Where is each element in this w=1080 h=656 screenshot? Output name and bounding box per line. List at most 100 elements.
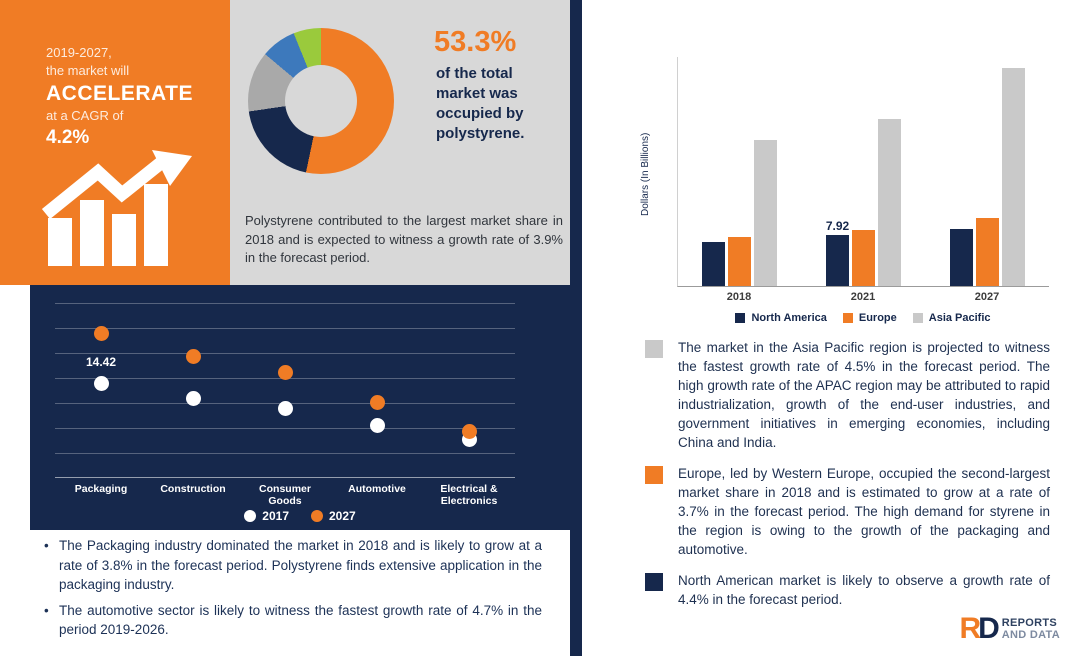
- bar-wrap: [949, 57, 973, 286]
- bar-europe-2021: [852, 230, 876, 286]
- dot-2017-1: [185, 391, 201, 407]
- dot-2027-4: [461, 423, 477, 439]
- cagr-text-block: 2019-2027, the market will ACCELERATE at…: [46, 44, 193, 149]
- bar-wrap: [702, 57, 726, 286]
- dot-2017-2: [277, 400, 293, 416]
- dot-2017-0: [93, 375, 109, 391]
- dot-2027-3: [369, 394, 385, 410]
- dot-legend-item: 2027: [311, 509, 356, 523]
- bar-wrap: [975, 57, 999, 286]
- gridline: [55, 328, 515, 329]
- bar-group-2027: [949, 57, 1025, 286]
- bar-north-america-2027: [949, 228, 973, 286]
- logo-name: REPORTS AND DATA: [1002, 617, 1060, 641]
- bar-legend-item: North America: [735, 312, 827, 324]
- industry-note-packaging: The Packaging industry dominated the mar…: [44, 536, 542, 595]
- dot-legend-item: 2017: [244, 509, 289, 523]
- bar-category-label: 2021: [850, 291, 876, 303]
- bar-category-label: 2027: [974, 291, 1000, 303]
- bar-category-label: 2018: [726, 291, 752, 303]
- vertical-divider: [570, 0, 582, 656]
- legend-label: 2017: [262, 509, 289, 523]
- legend-label: 2027: [329, 509, 356, 523]
- cagr-period: 2019-2027,: [46, 45, 112, 60]
- bar-legend: North America Europe Asia Pacific: [677, 312, 1049, 324]
- growth-arrow-icon: [41, 150, 192, 266]
- dot-category-label: Packaging: [74, 483, 128, 495]
- bar-legend-item: Europe: [842, 312, 897, 324]
- bar-europe-2027: [975, 218, 999, 286]
- asia-pacific-bullet-square: [645, 340, 663, 358]
- dot-category-label: Consumer Goods: [259, 483, 311, 507]
- gridline: [55, 428, 515, 429]
- industry-dot-chart-panel: 14.42 Packaging Construction Consumer Good…: [30, 285, 570, 530]
- north-america-note-text: North American market is likely to obser…: [678, 573, 1050, 607]
- europe-bullet-square: [645, 466, 663, 484]
- regional-panel: Dollars (In Billions) 7.92 2018 2021 2027 …: [582, 0, 1080, 656]
- bar-cat-labels: 2018 2021 2027: [677, 291, 1049, 303]
- cagr-value: 4.2%: [46, 127, 90, 148]
- legend-label: Asia Pacific: [928, 312, 991, 324]
- bar-north-america-2021: [825, 235, 849, 286]
- legend-label: North America: [751, 312, 827, 324]
- reports-and-data-logo: RD REPORTS AND DATA: [959, 614, 1060, 644]
- bar-wrap: [728, 57, 752, 286]
- bar-wrap: [1001, 57, 1025, 286]
- logo-name-line2: AND DATA: [1001, 629, 1060, 641]
- bar-wrap: 7.92: [826, 57, 849, 286]
- bar-chart-y-axis-label: Dollars (In Billions): [640, 132, 651, 216]
- bar-group-2018: [702, 57, 778, 286]
- donut-chart: [248, 28, 394, 174]
- bar-legend-item: Asia Pacific: [912, 312, 991, 324]
- logo-mark: RD: [959, 612, 1000, 645]
- dot-2027-2: [277, 364, 293, 380]
- europe-note: Europe, led by Western Europe, occupied …: [645, 464, 1050, 559]
- legend-swatch: [842, 313, 853, 323]
- legend-swatch: [735, 313, 746, 323]
- polystyrene-share-stat: 53.3%: [434, 26, 517, 58]
- cagr-line2: the market will: [46, 63, 130, 78]
- dot-category-label: Construction: [160, 483, 226, 495]
- dot-2027-0: [93, 325, 109, 341]
- cagr-panel: 2019-2027, the market will ACCELERATE at…: [0, 0, 230, 285]
- dot-cat-labels: Packaging Construction Consumer Goods Autom…: [55, 483, 515, 507]
- dot-category-label: Automotive: [348, 483, 406, 495]
- polystyrene-share-caption: of the total market was occupied by poly…: [436, 65, 525, 142]
- dot-plot: 14.42: [55, 303, 515, 454]
- bar-asia-pacific-2018: [754, 140, 778, 286]
- legend-swatch: [912, 313, 923, 323]
- dot-chart-axis-line: [55, 477, 515, 478]
- accelerate-headline: ACCELERATE: [46, 82, 193, 105]
- bar-groups: 7.92: [677, 57, 1049, 287]
- europe-note-text: Europe, led by Western Europe, occupied …: [678, 466, 1050, 557]
- asia-pacific-note: The market in the Asia Pacific region is…: [645, 338, 1050, 452]
- dot-legend: 2017 2027: [30, 509, 570, 523]
- dot-2017-3: [369, 418, 385, 434]
- logo-letter-d: D: [978, 612, 1000, 645]
- cagr-line4: at a CAGR of: [46, 108, 124, 123]
- gridline: [55, 453, 515, 454]
- legend-swatch: [244, 510, 257, 522]
- north-america-bullet-square: [645, 573, 663, 591]
- gridline: [55, 303, 515, 304]
- polystyrene-note: Polystyrene contributed to the largest m…: [245, 213, 563, 265]
- bar-data-label: 7.92: [825, 219, 850, 234]
- bar-group-2021: 7.92: [826, 57, 902, 286]
- north-america-note: North American market is likely to obser…: [645, 571, 1050, 609]
- bar-wrap: [754, 57, 778, 286]
- dot-category-label: Electrical & Electronics: [440, 483, 498, 507]
- asia-pacific-note-text: The market in the Asia Pacific region is…: [678, 340, 1050, 450]
- logo-name-line1: REPORTS: [1001, 617, 1058, 629]
- bar-asia-pacific-2027: [1001, 67, 1025, 286]
- industry-notes: The Packaging industry dominated the mar…: [44, 536, 542, 646]
- logo-letter-r: R: [959, 612, 981, 645]
- bar-europe-2018: [728, 236, 752, 286]
- dot-2027-1: [185, 348, 201, 364]
- bar-asia-pacific-2021: [878, 118, 902, 286]
- industry-note-automotive: The automotive sector is likely to witne…: [44, 601, 542, 640]
- legend-label: Europe: [858, 312, 897, 324]
- polystyrene-panel: 53.3% of the total market was occupied b…: [230, 0, 570, 285]
- bar-north-america-2018: [702, 241, 726, 286]
- legend-swatch: [311, 510, 323, 522]
- bar-wrap: [878, 57, 902, 286]
